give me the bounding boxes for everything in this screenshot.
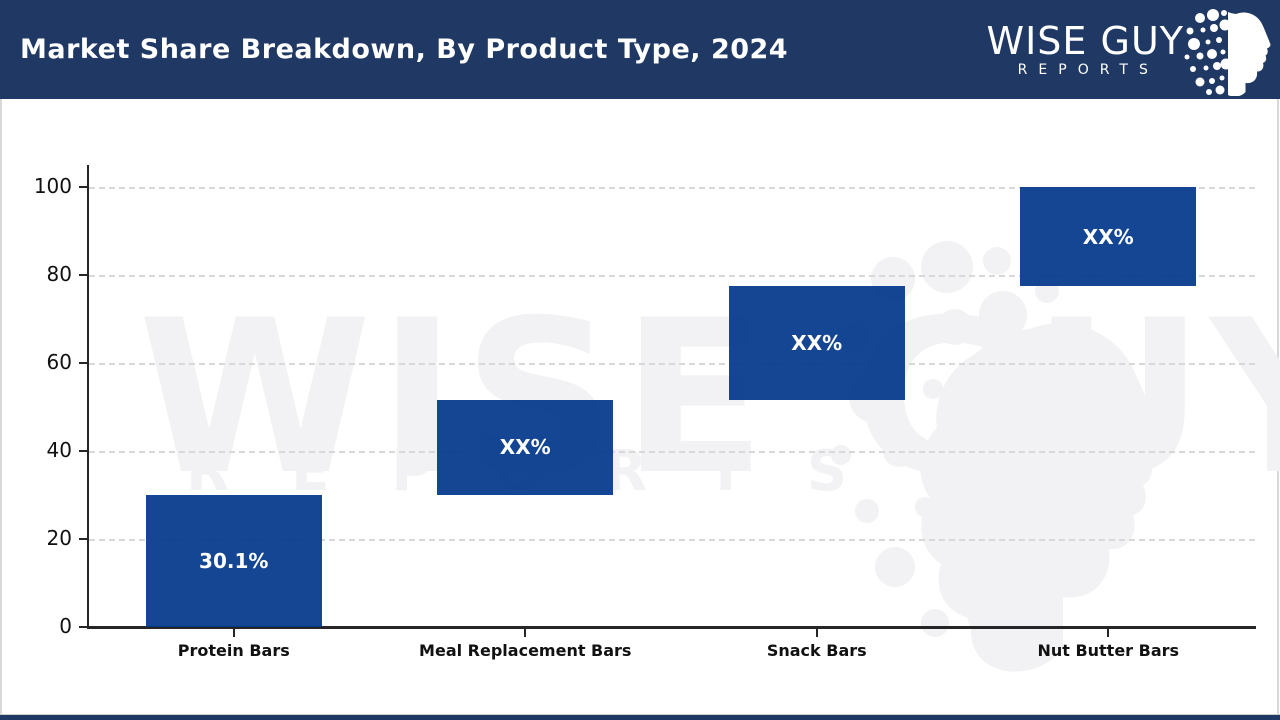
wise-guy-logo: WISE GUY REPORTS — [987, 0, 1272, 99]
bar-meal-replacement-bars: XX% — [437, 399, 614, 495]
chart-title: Market Share Breakdown, By Product Type,… — [20, 34, 789, 65]
y-tick-label: 0 — [59, 614, 72, 638]
footer-bar — [0, 714, 1280, 720]
gridline-y100 — [89, 187, 1255, 189]
y-axis-line — [87, 165, 89, 628]
y-tick-mark — [79, 274, 88, 276]
x-axis-line — [87, 626, 1256, 629]
gridline-y60 — [89, 363, 1255, 365]
bar-snack-bars: XX% — [728, 286, 905, 400]
x-tick-label: Nut Butter Bars — [1037, 641, 1180, 660]
x-tick-label: Protein Bars — [177, 641, 290, 660]
y-tick-label: 60 — [46, 350, 72, 374]
y-tick-label: 80 — [46, 262, 72, 286]
y-tick-label: 40 — [46, 438, 72, 462]
x-tick-label: Snack Bars — [766, 641, 867, 660]
y-tick-label: 20 — [46, 526, 72, 550]
page-left-border — [0, 99, 2, 715]
bar-nut-butter-bars: XX% — [1020, 187, 1197, 286]
x-tick-mark — [232, 629, 235, 637]
header-bar: Market Share Breakdown, By Product Type,… — [0, 0, 1280, 99]
bar-value-label: XX% — [1082, 224, 1134, 249]
logo-face-icon — [1184, 8, 1271, 96]
x-tick-label: Meal Replacement Bars — [419, 641, 632, 660]
x-tick-mark — [815, 629, 818, 637]
logo-subtitle: REPORTS — [1017, 61, 1159, 78]
gridline-y40 — [89, 451, 1255, 453]
bar-protein-bars: 30.1% — [145, 494, 322, 627]
y-tick-mark — [79, 186, 88, 188]
bar-value-label: XX% — [791, 330, 843, 355]
page-right-border — [1277, 99, 1279, 715]
x-tick-mark — [524, 629, 527, 637]
logo-text: WISE GUY REPORTS — [987, 22, 1184, 78]
y-tick-mark — [79, 450, 88, 452]
y-tick-mark — [79, 362, 88, 364]
y-tick-mark — [79, 538, 88, 540]
bar-value-label: 30.1% — [199, 548, 269, 573]
gridline-y80 — [89, 275, 1255, 277]
logo-wordmark: WISE GUY — [986, 18, 1184, 63]
gridline-y20 — [89, 539, 1255, 541]
y-tick-mark — [79, 626, 88, 628]
x-tick-mark — [1107, 629, 1110, 637]
bar-value-label: XX% — [499, 435, 551, 460]
y-tick-label: 100 — [33, 174, 72, 198]
